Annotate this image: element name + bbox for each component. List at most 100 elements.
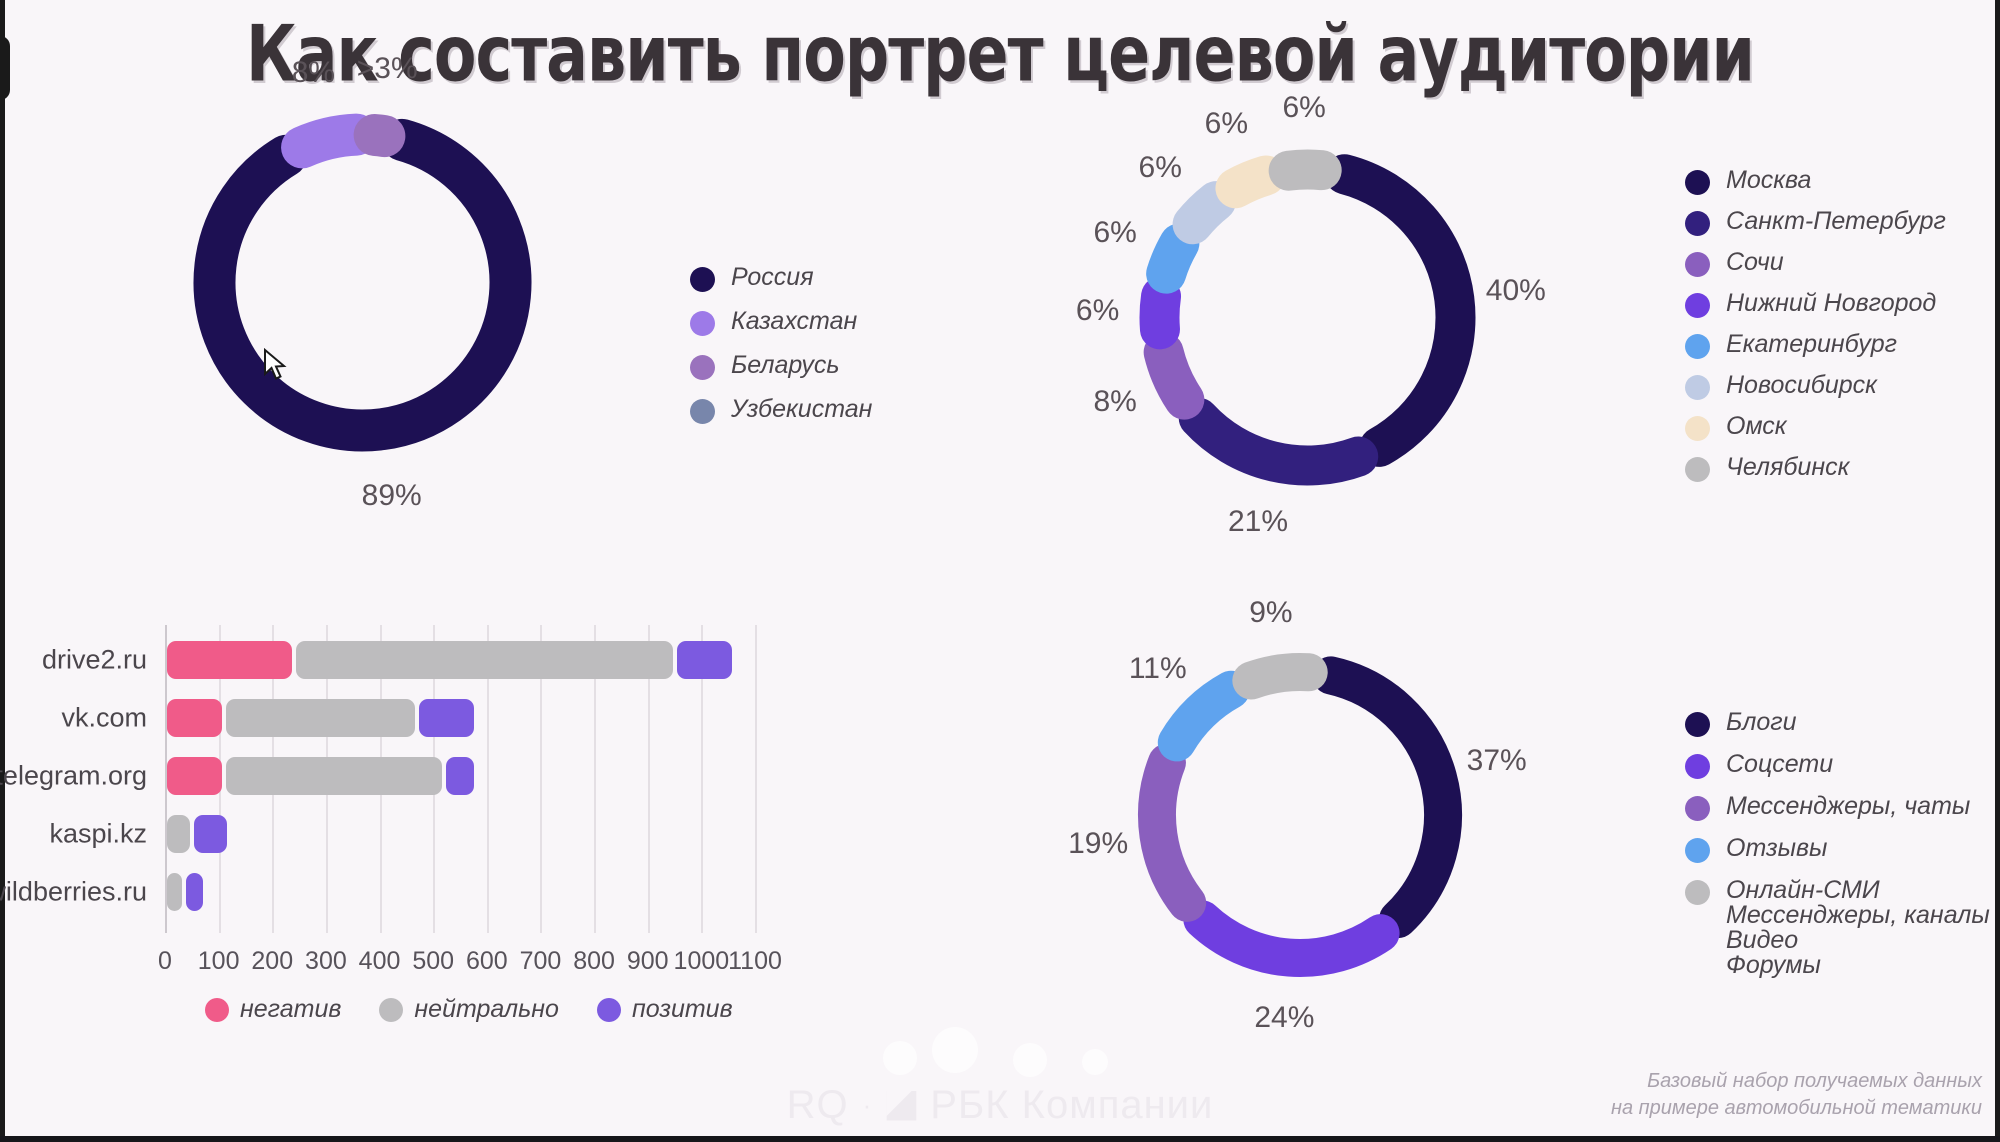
bar-axis-tick-label: 800	[573, 947, 615, 975]
bar-axis-tick-label: 900	[626, 947, 669, 975]
bar-chart-sentiment: drive2.ru vk.com telegram.org kaspi.kz wildb…	[0, 625, 970, 1025]
legend-item-label: Онлайн-СМИ Мессенджеры, каналы Видео Фор…	[1726, 876, 1990, 979]
bar-axis-tick-label: 100	[197, 947, 240, 975]
watermark-rq: RQ	[786, 1083, 849, 1127]
bar-segment	[419, 699, 475, 737]
donut-segment-percent: 6%	[1138, 150, 1182, 184]
legend-item[interactable]: негатив	[205, 995, 341, 1024]
donut-chart-countries: 89% 8% >3%	[185, 52, 540, 512]
legend-color-dot	[1685, 796, 1710, 821]
legend-color-dot	[1685, 457, 1710, 482]
legend-item[interactable]: Узбекистан	[690, 397, 872, 424]
legend-item[interactable]: Беларусь	[690, 353, 872, 380]
bar-segment	[295, 641, 673, 679]
donut-segment	[1178, 397, 1379, 486]
mouse-cursor-icon	[264, 348, 287, 380]
legend-item[interactable]: Москва	[1685, 168, 1946, 195]
legend-item[interactable]: Казахстан	[690, 309, 872, 336]
legend-color-dot	[690, 267, 715, 292]
bar-segment	[185, 873, 204, 911]
legend-item[interactable]: Блоги	[1685, 710, 1990, 737]
legend-item[interactable]: Нижний Новгород	[1685, 291, 1946, 318]
legend-item[interactable]: Онлайн-СМИ Мессенджеры, каналы Видео Фор…	[1685, 878, 1990, 978]
legend-item-label: Санкт-Петербург	[1726, 207, 1946, 235]
legend-item-label: Нижний Новгород	[1726, 289, 1937, 317]
donut-segment-percent: 8%	[291, 56, 336, 90]
bokeh-blob	[1082, 1049, 1108, 1075]
donut-segment-percent: 21%	[1227, 504, 1289, 538]
legend-color-dot	[1685, 416, 1710, 441]
donut-segment	[1138, 743, 1207, 922]
legend-color-dot	[690, 311, 715, 336]
donut-segment-percent: >3%	[356, 51, 418, 85]
bar-segment	[226, 699, 416, 737]
donut-segment-percent: 89%	[361, 478, 422, 512]
bar-axis-tick-label: 200	[251, 947, 294, 975]
donut-segment	[1157, 670, 1250, 762]
legend-color-dot	[205, 997, 229, 1022]
donut-segment-percent: 11%	[1128, 651, 1187, 685]
legend-item[interactable]: Екатеринбург	[1685, 332, 1946, 359]
bar-segment	[167, 873, 182, 911]
legend-item[interactable]: Отзывы	[1685, 836, 1990, 863]
legend-color-dot	[1685, 880, 1710, 905]
donut-segment	[1139, 276, 1182, 350]
donut-segment	[1324, 154, 1476, 467]
bokeh-blob	[1013, 1043, 1047, 1077]
legend-item-label: Отзывы	[1726, 834, 1828, 862]
donut-segment	[1183, 900, 1400, 977]
legend-item[interactable]: Мессенджеры, чаты	[1685, 794, 1990, 821]
legend-item[interactable]: Сочи	[1685, 250, 1946, 277]
bar-axis-tick-label: 700	[519, 947, 562, 975]
donut-segment	[1146, 223, 1200, 294]
watermark-separator: ·	[862, 1090, 873, 1120]
legend-item-label: позитив	[631, 995, 733, 1023]
legend-color-dot	[1685, 334, 1710, 359]
legend-item[interactable]: Челябинск	[1685, 455, 1946, 482]
bokeh-blob	[883, 1041, 917, 1075]
legend-item-label: Блоги	[1726, 708, 1797, 736]
legend-sentiment: негатив нейтрально позитив	[205, 995, 759, 1024]
legend-sources: Блоги Соцсети Мессенджеры, чаты Отзывы Онлай…	[1685, 710, 1990, 993]
bar-segment	[167, 815, 190, 853]
donut-segment-percent: 40%	[1485, 273, 1546, 307]
bar-segment	[167, 699, 222, 737]
legend-item[interactable]: Россия	[690, 265, 872, 292]
legend-countries: Россия Казахстан Беларусь Узбекистан	[690, 265, 872, 441]
donut-segment	[281, 113, 378, 169]
legend-item-label: Беларусь	[731, 351, 840, 379]
legend-color-dot	[379, 997, 404, 1022]
legend-item[interactable]: позитив	[596, 995, 733, 1024]
legend-item-label: Узбекистан	[731, 395, 873, 423]
bar-axis-tick-label: 500	[412, 947, 455, 975]
video-edge-left	[0, 0, 5, 1142]
video-edge-notch	[0, 36, 10, 100]
video-edge-right	[1995, 0, 2000, 1142]
legend-color-dot	[1685, 754, 1710, 779]
footnote: Базовый набор получаемых данных на приме…	[1610, 1070, 1982, 1119]
legend-item-label: Екатеринбург	[1726, 330, 1897, 358]
bar-gridline	[486, 625, 489, 933]
legend-item[interactable]: Соцсети	[1685, 752, 1990, 779]
legend-item-label: Новосибирск	[1726, 371, 1877, 399]
page-title: Как составить портрет целевой аудитории	[245, 8, 1755, 100]
donut-cities-svg	[1139, 149, 1476, 486]
watermark-rbk: РБК Компании	[930, 1083, 1214, 1127]
legend-item-label: Россия	[731, 263, 814, 291]
legend-item[interactable]: Новосибирск	[1685, 373, 1946, 400]
legend-color-dot	[1685, 211, 1710, 236]
donut-segment	[1172, 181, 1237, 245]
donut-segment-percent: 24%	[1254, 1001, 1315, 1035]
legend-color-dot	[596, 997, 621, 1022]
bar-gridline	[165, 625, 167, 933]
legend-item[interactable]: нейтрально	[379, 995, 559, 1024]
legend-item[interactable]: Санкт-Петербург	[1685, 209, 1946, 236]
donut-segment	[353, 113, 406, 158]
donut-segment-percent: 19%	[1068, 827, 1129, 861]
bar-category-label: vk.com	[61, 702, 147, 733]
legend-color-dot	[1685, 170, 1710, 195]
bar-plot-area	[165, 625, 757, 933]
bar-segment	[676, 641, 732, 679]
legend-item[interactable]: Омск	[1685, 414, 1946, 441]
